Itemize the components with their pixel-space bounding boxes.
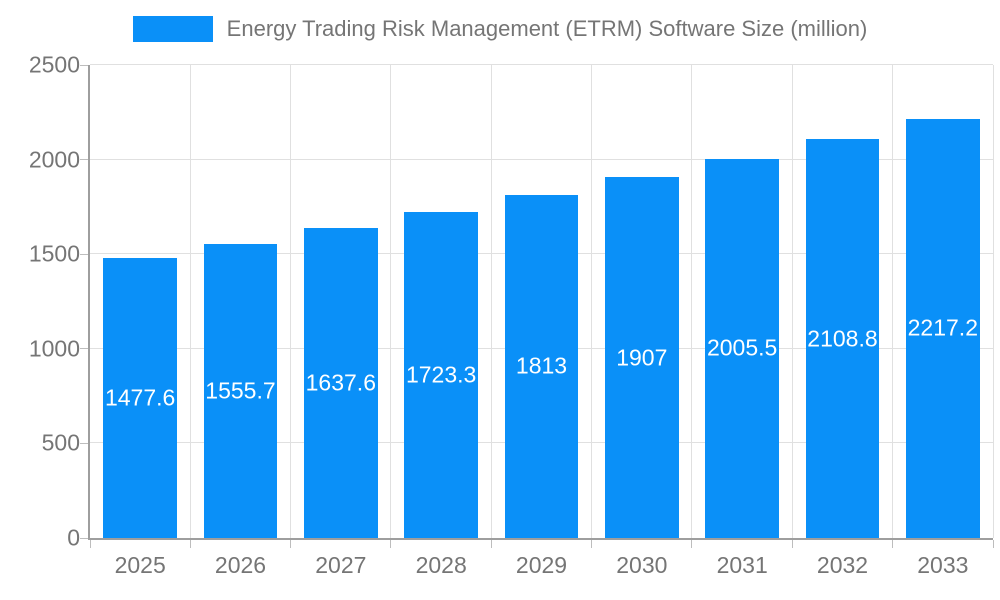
y-axis-tick <box>80 537 88 539</box>
x-axis-tick-label: 2027 <box>315 552 367 578</box>
y-axis-tick <box>80 442 88 444</box>
x-axis-tick-label: 2033 <box>917 552 969 578</box>
x-gridline <box>490 65 492 538</box>
x-axis-tick <box>290 540 292 548</box>
x-axis-tick <box>992 540 994 548</box>
x-axis-tick <box>390 540 392 548</box>
x-axis-tick-label: 2030 <box>616 552 668 578</box>
bar: 1907 <box>604 177 679 538</box>
y-gridline <box>90 158 993 160</box>
x-gridline <box>892 65 894 538</box>
x-gridline <box>189 65 191 538</box>
x-axis-tick-label: 2025 <box>114 552 166 578</box>
x-axis-tick-label: 2028 <box>415 552 467 578</box>
bar-value-label: 2108.8 <box>807 325 878 351</box>
y-axis-tick-label: 500 <box>41 429 80 456</box>
x-gridline <box>390 65 392 538</box>
x-axis-tick <box>89 540 91 548</box>
y-gridline <box>90 64 993 65</box>
x-axis-tick-label: 2029 <box>515 552 568 578</box>
x-gridline <box>591 65 593 538</box>
legend-swatch <box>132 16 213 42</box>
x-axis-tick-label: 2026 <box>214 552 267 578</box>
bar-value-label: 1555.7 <box>205 377 276 404</box>
bar: 1813 <box>504 194 579 538</box>
plot-area: 0 500 1000 1500 2000 2500 1477.6 2025 1555.7 2026… <box>29 52 994 578</box>
x-axis-tick-label: 2031 <box>716 552 768 578</box>
bar-value-label: 1723.3 <box>405 361 477 388</box>
bar: 1555.7 <box>203 243 278 538</box>
y-axis-tick <box>80 253 88 255</box>
y-axis-tick <box>80 348 88 350</box>
x-axis-tick <box>691 540 693 548</box>
bar-value-label: 1637.6 <box>305 369 376 396</box>
x-axis-tick <box>189 540 191 548</box>
bar: 1477.6 <box>103 258 178 538</box>
x-gridline <box>290 65 292 538</box>
x-gridline <box>992 65 994 538</box>
x-axis-tick <box>591 540 593 548</box>
bar-value-label: 1907 <box>616 344 668 371</box>
y-axis-tick <box>80 64 88 66</box>
bar: 1723.3 <box>404 211 479 538</box>
bar: 2005.5 <box>705 158 780 538</box>
bar: 2108.8 <box>805 139 880 538</box>
bar: 1637.6 <box>303 228 378 538</box>
y-axis-tick-label: 1500 <box>28 240 80 267</box>
x-gridline <box>691 65 693 538</box>
bar-value-label: 2217.2 <box>907 314 978 341</box>
bar: 2217.2 <box>905 118 980 538</box>
y-axis-tick-label: 2500 <box>28 51 80 78</box>
x-axis-tick <box>791 540 793 548</box>
x-axis-tick-label: 2032 <box>816 552 869 578</box>
y-axis-tick <box>80 159 88 161</box>
bar-value-label: 2005.5 <box>706 334 778 361</box>
chart-legend: Energy Trading Risk Management (ETRM) So… <box>0 16 1000 42</box>
y-axis-tick-label: 0 <box>67 524 80 551</box>
x-axis-tick <box>490 540 492 548</box>
bar-value-label: 1813 <box>515 352 568 379</box>
x-gridline <box>791 65 793 538</box>
y-axis-tick-label: 2000 <box>28 146 80 173</box>
bar-value-label: 1477.6 <box>104 384 176 411</box>
y-axis-tick-label: 1000 <box>28 335 80 362</box>
legend-label: Energy Trading Risk Management (ETRM) So… <box>226 16 868 41</box>
x-axis-tick <box>892 540 894 548</box>
